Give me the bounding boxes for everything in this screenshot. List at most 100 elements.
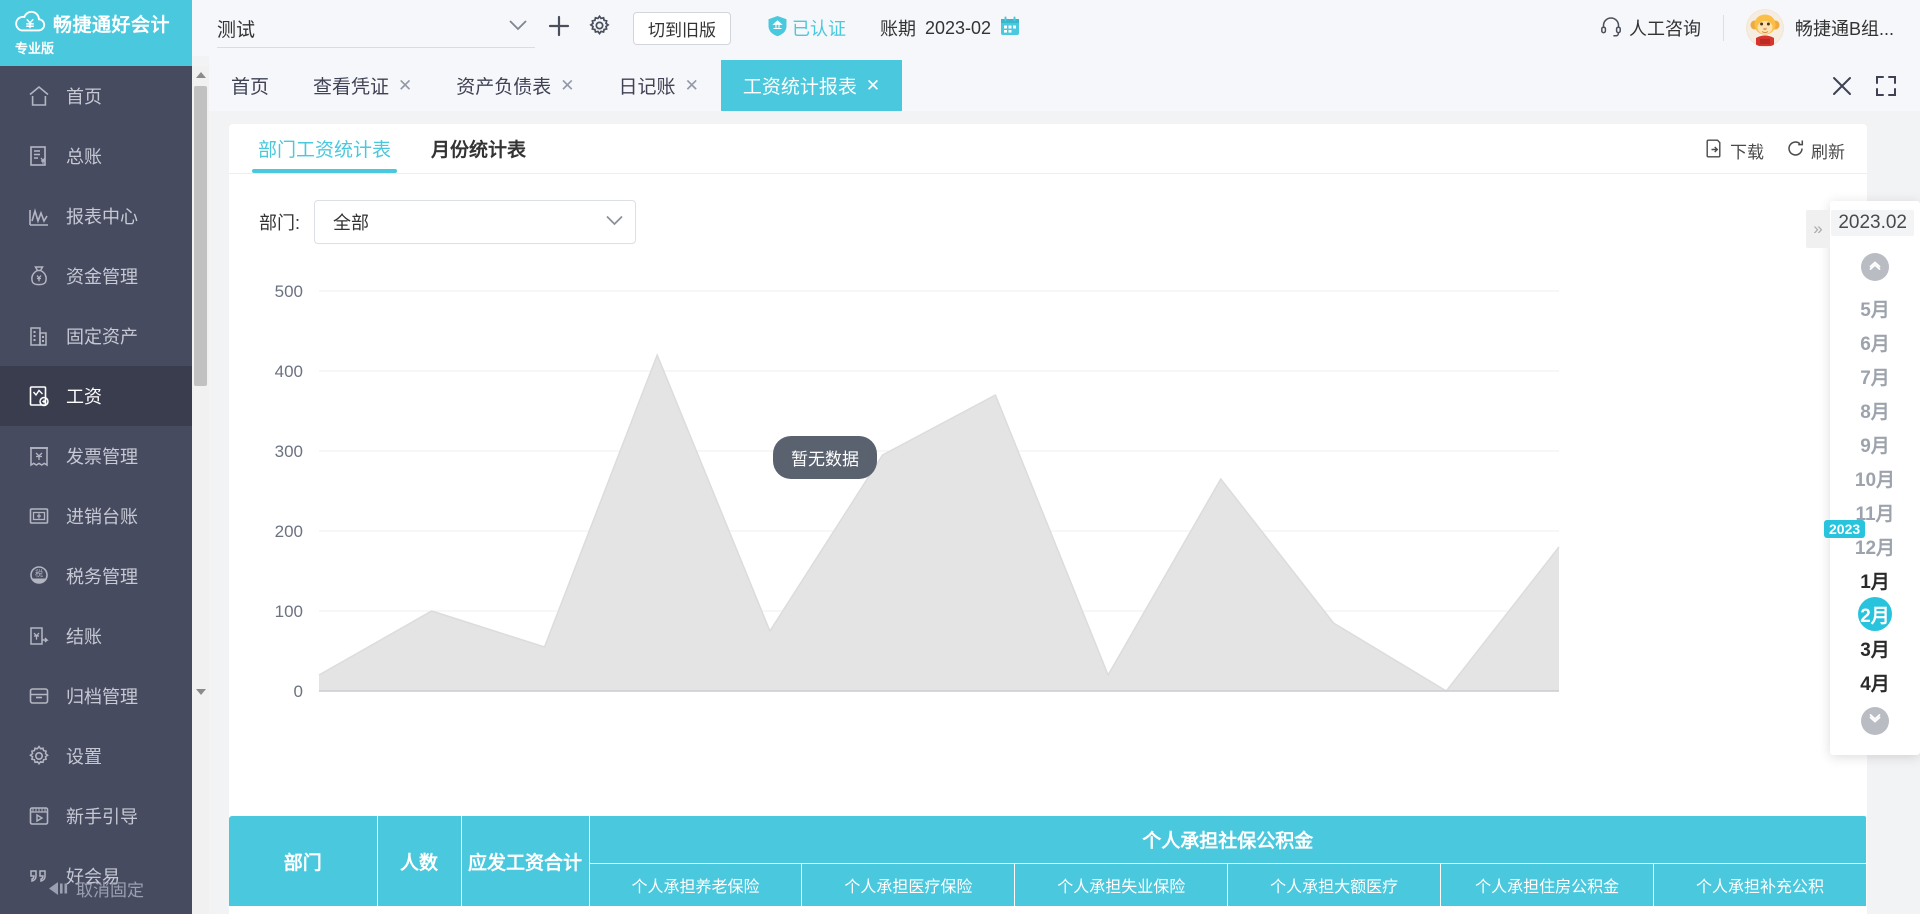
- tab-strip: 首页 查看凭证 ✕ 资产负债表 ✕ 日记账 ✕ 工资统计报表 ✕: [209, 56, 1920, 111]
- sidebar-item-3[interactable]: 报表中心: [0, 186, 192, 246]
- month-item-3[interactable]: 7月: [1830, 359, 1920, 393]
- refresh-button[interactable]: 刷新: [1786, 138, 1845, 163]
- sidebar-nav: 首页 总账 报表中心 资金管理固定资产工资发票管理进销台账税 税务管理结账 归档管理 设置新…: [0, 66, 192, 887]
- sidebar-scrollbar[interactable]: [192, 66, 209, 914]
- sidebar-item-4[interactable]: 资金管理: [0, 246, 192, 306]
- topbar-divider: [1722, 15, 1724, 41]
- table-sub-col-header: 个人承担养老保险: [589, 863, 803, 907]
- sidebar-item-label: 好会易: [66, 867, 120, 887]
- card-toolbar: 下载 刷新: [1706, 138, 1845, 163]
- sidebar-item-5[interactable]: 固定资产: [0, 306, 192, 366]
- tab-2[interactable]: 查看凭证 ✕: [291, 60, 434, 111]
- chevron-up-circle-icon: [1867, 257, 1883, 278]
- chart-canvas: 0 100 200 300 400 500: [275, 282, 1560, 701]
- refresh-icon: [1786, 139, 1805, 163]
- sidebar-item-7[interactable]: 发票管理: [0, 426, 192, 486]
- add-account-button[interactable]: [541, 10, 577, 46]
- month-item-12[interactable]: 4月: [1830, 665, 1920, 699]
- verified-badge[interactable]: 已认证: [767, 15, 846, 42]
- department-select[interactable]: 全部: [314, 200, 637, 244]
- home-icon: [28, 85, 50, 107]
- scrollbar-up-arrow[interactable]: [192, 66, 209, 83]
- tab-close-icon[interactable]: ✕: [560, 76, 575, 95]
- department-filter-label: 部门:: [259, 213, 301, 233]
- month-item-2[interactable]: 6月: [1830, 325, 1920, 359]
- tab-close-icon[interactable]: ✕: [684, 76, 699, 95]
- sidebar-item-11[interactable]: 归档管理: [0, 666, 192, 726]
- month-label: 7月: [1860, 367, 1890, 389]
- month-scroll-up-button[interactable]: [1861, 253, 1889, 281]
- tab-1[interactable]: 首页: [209, 60, 291, 111]
- chevron-down-icon: [509, 18, 527, 36]
- month-item-1[interactable]: 5月: [1830, 291, 1920, 325]
- report-card: 部门工资统计表 月份统计表 下载: [229, 124, 1867, 914]
- month-item-4[interactable]: 8月: [1830, 393, 1920, 427]
- calendar-icon[interactable]: [1000, 16, 1020, 41]
- chart-report-icon: [28, 205, 50, 227]
- table-sub-col-header: 个人承担失业保险: [1014, 863, 1229, 907]
- sidebar: 畅捷通好会计 专业版 首页 总账 报表中心 资金管理 固定资产 工资 发票管理 进销台账税 税务…: [0, 0, 192, 914]
- tab-close-icon[interactable]: ✕: [865, 76, 881, 95]
- y-axis-tick: 300: [275, 442, 303, 461]
- account-set-selector[interactable]: 测试: [217, 0, 537, 56]
- sidebar-item-label: 税务管理: [66, 567, 138, 587]
- switch-to-old-version-button[interactable]: 切到旧版: [633, 11, 731, 45]
- scrollbar-down-arrow[interactable]: [192, 683, 209, 700]
- avatar[interactable]: [1745, 9, 1784, 47]
- month-item-11[interactable]: 3月: [1830, 631, 1920, 665]
- subtab-1[interactable]: 部门工资统计表: [252, 124, 398, 173]
- subtab-2[interactable]: 月份统计表: [431, 140, 527, 161]
- sidebar-item-label: 固定资产: [66, 327, 138, 347]
- close-icon[interactable]: [1830, 74, 1854, 98]
- gear-icon: [588, 14, 611, 42]
- sidebar-item-14[interactable]: 好会易: [0, 846, 192, 906]
- download-icon: [1706, 139, 1724, 163]
- download-button[interactable]: 下载: [1706, 138, 1764, 163]
- sidebar-item-13[interactable]: 新手引导: [0, 786, 192, 846]
- download-label: 下载: [1730, 143, 1764, 162]
- filter-row: 部门: 全部: [229, 174, 1867, 244]
- month-label: 8月: [1860, 401, 1890, 423]
- inventory-ledger-icon: [28, 505, 50, 527]
- chart-line-series: [318, 352, 1560, 692]
- sidebar-item-label: 进销台账: [66, 507, 138, 527]
- sidebar-item-12[interactable]: 设置: [0, 726, 192, 786]
- month-item-10[interactable]: 2月: [1830, 597, 1920, 631]
- department-select-value: 全部: [333, 213, 370, 233]
- table-col-header: 应发工资合计: [461, 816, 590, 907]
- table-col-header: 人数: [377, 816, 462, 907]
- chevrons-right-icon[interactable]: »: [1806, 210, 1830, 248]
- chevron-down-circle-icon: [1867, 711, 1883, 732]
- month-item-6[interactable]: 10月: [1830, 461, 1920, 495]
- fullscreen-icon[interactable]: [1874, 74, 1898, 98]
- tab-4[interactable]: 日记账 ✕: [597, 60, 721, 111]
- month-item-8[interactable]: 2023 12月: [1824, 520, 1920, 563]
- svg-text:税: 税: [35, 568, 43, 578]
- sidebar-item-10[interactable]: 结账: [0, 606, 192, 666]
- support-button[interactable]: 人工咨询: [1600, 15, 1701, 42]
- month-scroll-down-button[interactable]: [1861, 707, 1889, 735]
- month-item-9[interactable]: 1月: [1830, 563, 1920, 597]
- sidebar-item-label: 工资: [66, 387, 102, 407]
- user-name[interactable]: 畅捷通B组...: [1794, 19, 1894, 39]
- tab-3[interactable]: 资产负债表 ✕: [434, 60, 596, 111]
- month-panel-collapse[interactable]: »: [1806, 210, 1830, 248]
- month-item-7[interactable]: 11月: [1830, 495, 1920, 529]
- ledger-yen-icon: [28, 145, 50, 167]
- sidebar-pin-toggle[interactable]: 取消固定: [0, 862, 192, 914]
- sidebar-item-9[interactable]: 税 税务管理: [0, 546, 192, 606]
- tab-close-icon[interactable]: ✕: [398, 76, 413, 95]
- topbar-settings-button[interactable]: [581, 10, 617, 46]
- sidebar-item-1[interactable]: 首页: [0, 66, 192, 126]
- scrollbar-thumb[interactable]: [194, 86, 207, 386]
- sidebar-item-6[interactable]: 工资: [0, 366, 192, 426]
- tab-5[interactable]: 工资统计报表 ✕: [720, 60, 903, 111]
- money-bag-icon: [28, 265, 50, 287]
- sidebar-item-8[interactable]: 进销台账: [0, 486, 192, 546]
- sidebar-item-label: 发票管理: [66, 447, 138, 467]
- accounting-period[interactable]: 账期 2023-02: [880, 15, 1020, 41]
- sidebar-item-2[interactable]: 总账: [0, 126, 192, 186]
- chart-tooltip: 暂无数据: [773, 436, 877, 479]
- month-item-5[interactable]: 9月: [1830, 427, 1920, 461]
- month-label: 11月: [1855, 503, 1895, 525]
